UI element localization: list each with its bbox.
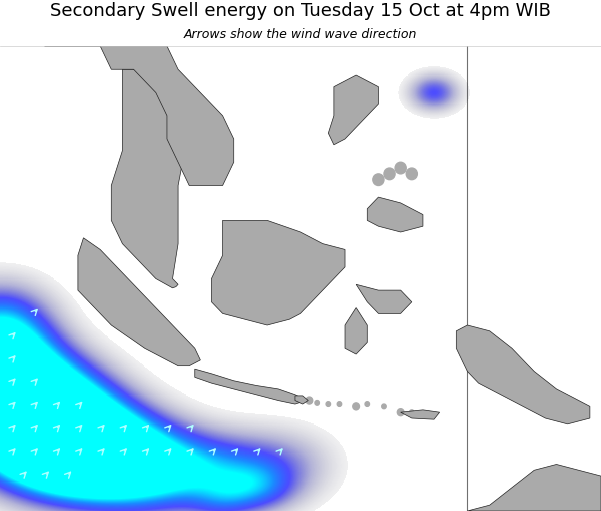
Polygon shape xyxy=(111,69,189,288)
Circle shape xyxy=(353,403,359,410)
Polygon shape xyxy=(212,220,345,325)
Circle shape xyxy=(365,402,370,406)
Polygon shape xyxy=(78,238,200,366)
Text: Secondary Swell energy on Tuesday 15 Oct at 4pm WIB: Secondary Swell energy on Tuesday 15 Oct… xyxy=(50,3,551,20)
Circle shape xyxy=(373,174,384,185)
Polygon shape xyxy=(367,197,423,232)
Polygon shape xyxy=(295,396,308,404)
Polygon shape xyxy=(345,308,367,354)
Polygon shape xyxy=(356,284,412,313)
Circle shape xyxy=(409,410,414,414)
Circle shape xyxy=(397,409,404,415)
Polygon shape xyxy=(468,464,601,511)
Circle shape xyxy=(306,397,313,404)
Polygon shape xyxy=(456,325,590,424)
Polygon shape xyxy=(195,369,306,404)
Circle shape xyxy=(406,168,417,180)
Circle shape xyxy=(395,162,406,174)
Circle shape xyxy=(326,402,331,406)
Polygon shape xyxy=(401,410,439,419)
Circle shape xyxy=(384,168,395,180)
Polygon shape xyxy=(328,75,379,145)
Circle shape xyxy=(315,401,319,405)
Circle shape xyxy=(337,402,342,406)
Polygon shape xyxy=(44,46,234,185)
Text: Arrows show the wind wave direction: Arrows show the wind wave direction xyxy=(184,28,417,41)
Circle shape xyxy=(382,404,386,409)
